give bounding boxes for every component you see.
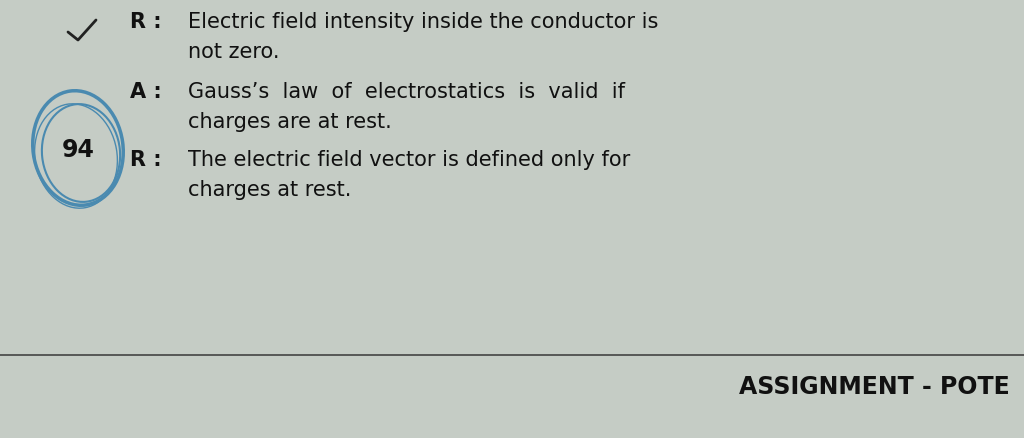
- Text: charges at rest.: charges at rest.: [188, 180, 351, 200]
- Text: charges are at rest.: charges are at rest.: [188, 112, 392, 132]
- Text: ASSIGNMENT - POTE: ASSIGNMENT - POTE: [739, 375, 1010, 399]
- Text: R :: R :: [130, 150, 162, 170]
- Text: not zero.: not zero.: [188, 42, 280, 62]
- Text: The electric field vector is defined only for: The electric field vector is defined onl…: [188, 150, 630, 170]
- Text: R :: R :: [130, 12, 162, 32]
- Text: Electric field intensity inside the conductor is: Electric field intensity inside the cond…: [188, 12, 658, 32]
- Text: Gauss’s  law  of  electrostatics  is  valid  if: Gauss’s law of electrostatics is valid i…: [188, 82, 625, 102]
- Text: 94: 94: [61, 138, 94, 162]
- Text: A :: A :: [130, 82, 162, 102]
